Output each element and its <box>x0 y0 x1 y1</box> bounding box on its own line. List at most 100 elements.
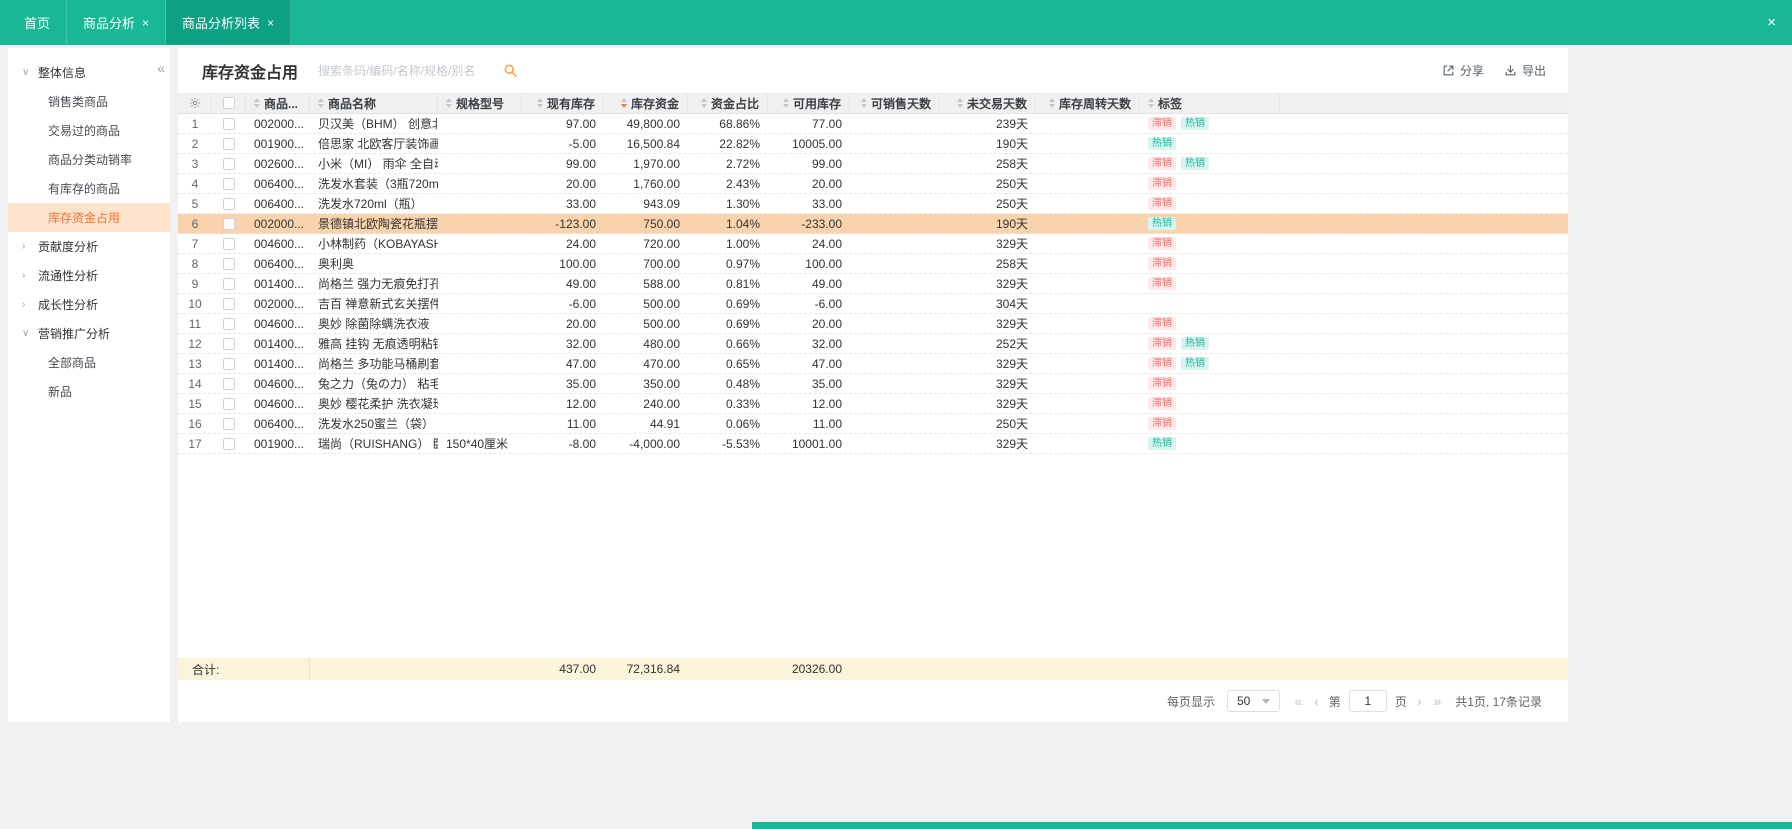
sidebar-group-0[interactable]: ∨ 整体信息 <box>8 58 170 87</box>
sort-asc-icon <box>956 98 963 102</box>
gear-icon[interactable] <box>178 93 212 113</box>
table-header-row: 商品... 商品名称 规格型号 现有库存 库存资金 资金占比 可用库存 可销售天数 未交易天数 库… <box>178 93 1568 114</box>
table-row[interactable]: 6 002000... 景德镇北欧陶瓷花瓶摆件 优 -123.00 750.00 1.04… <box>178 214 1568 234</box>
row-checkbox[interactable] <box>223 177 235 190</box>
export-button[interactable]: 导出 <box>1504 62 1546 79</box>
sort-asc-icon <box>536 98 543 102</box>
table-row[interactable]: 10 002000... 吉百 禅意新式玄关摆件客 -6.00 500.00 0.69% -… <box>178 294 1568 314</box>
sidebar-item-0-3[interactable]: 有库存的商品 <box>48 182 121 196</box>
column-header-label: 可销售天数 <box>870 96 931 111</box>
tab-2[interactable]: 商品分析列表 × <box>166 0 292 45</box>
row-checkbox[interactable] <box>223 397 235 410</box>
cell-stock: 100.00 <box>559 256 596 271</box>
column-header-sell[interactable]: 可销售天数 <box>850 93 940 113</box>
row-checkbox[interactable] <box>223 337 235 350</box>
table-row[interactable]: 5 006400... 洗发水720ml（瓶） 33.00 943.09 1.30% 33.… <box>178 194 1568 214</box>
cell-code: 006400... <box>254 256 305 271</box>
table-row[interactable]: 15 004600... 奥妙 樱花柔护 洗衣凝珠 10 12.00 240.00 0.3… <box>178 394 1568 414</box>
cell-tags: 滞销 <box>1140 274 1280 293</box>
sidebar-item-0-0[interactable]: 销售类商品 <box>48 95 109 109</box>
sidebar-group-2[interactable]: › 流通性分析 <box>8 261 170 290</box>
sidebar-item-0-2[interactable]: 商品分类动销率 <box>48 153 133 167</box>
row-checkbox[interactable] <box>223 137 235 150</box>
row-checkbox[interactable] <box>223 317 235 330</box>
table-row[interactable]: 2 001900... 倍思家 北欧客厅装饰画卧室 -5.00 16,500.84 22.… <box>178 134 1568 154</box>
row-checkbox[interactable] <box>223 437 235 450</box>
table-row[interactable]: 7 004600... 小林制药（KOBAYASHI） 日 24.00 720.00 1.… <box>178 234 1568 254</box>
row-checkbox[interactable] <box>223 117 235 130</box>
sidebar-item-4-0[interactable]: 全部商品 <box>48 356 97 370</box>
row-checkbox[interactable] <box>223 297 235 310</box>
cell-avail: 10005.00 <box>791 136 842 151</box>
row-checkbox[interactable] <box>223 197 235 210</box>
column-header-code[interactable]: 商品... <box>246 93 310 113</box>
cell-notrade: 329天 <box>995 237 1028 251</box>
row-checkbox[interactable] <box>223 417 235 430</box>
search-icon[interactable] <box>503 63 518 78</box>
sort-icons <box>620 98 627 108</box>
table-row[interactable]: 16 006400... 洗发水250蜜兰（袋） 11.00 44.91 0.06% 11.… <box>178 414 1568 434</box>
cell-capital: 500.00 <box>643 296 680 311</box>
cell-spec <box>438 154 522 173</box>
total-available: 20326.00 <box>791 662 842 676</box>
sidebar-group-4[interactable]: ∨ 营销推广分析 <box>8 319 170 348</box>
last-page-button[interactable]: » <box>1433 693 1442 709</box>
column-header-notrade[interactable]: 未交易天数 <box>940 93 1036 113</box>
cell-name: 吉百 禅意新式玄关摆件客 <box>318 297 438 311</box>
table-row[interactable]: 17 001900... 瑞尚（RUISHANG） 卧室装 150*40厘米 -8.00… <box>178 434 1568 454</box>
topbar-close-icon[interactable]: × <box>1767 14 1776 31</box>
share-button[interactable]: 分享 <box>1442 62 1484 79</box>
column-header-spec[interactable]: 规格型号 <box>438 93 522 113</box>
prev-page-button[interactable]: ‹ <box>1314 693 1319 709</box>
sidebar-group-1[interactable]: › 贡献度分析 <box>8 232 170 261</box>
row-checkbox[interactable] <box>223 377 235 390</box>
sidebar-collapse-icon[interactable]: « <box>157 60 165 76</box>
page-number-input[interactable] <box>1348 690 1387 712</box>
table-row[interactable]: 11 004600... 奥妙 除菌除螨洗衣液 20.00 500.00 0.69% 20.… <box>178 314 1568 334</box>
next-page-button[interactable]: › <box>1416 693 1422 709</box>
cell-turnover <box>1036 174 1140 193</box>
tab-label: 商品分析 <box>83 16 136 31</box>
sidebar-item-4-1[interactable]: 新品 <box>48 385 73 399</box>
cell-sell <box>850 394 940 413</box>
column-header-stock[interactable]: 现有库存 <box>522 93 604 113</box>
per-page-select[interactable]: 50 <box>1226 690 1281 712</box>
row-checkbox[interactable] <box>223 277 235 290</box>
cell-sell <box>850 214 940 233</box>
cell-capital: 44.91 <box>649 416 680 431</box>
cell-code: 004600... <box>254 376 305 391</box>
tab-0[interactable]: 首页 <box>8 0 68 45</box>
row-checkbox[interactable] <box>223 257 235 270</box>
table-row[interactable]: 14 004600... 兔之力（兔の力） 粘毛器粘 35.00 350.00 0.48%… <box>178 374 1568 394</box>
cell-name: 贝汉美（BHM） 创意北欧轻 <box>318 117 438 131</box>
sort-desc-icon <box>956 104 963 108</box>
table-row[interactable]: 8 006400... 奥利奥 100.00 700.00 0.97% 100.00 258天… <box>178 254 1568 274</box>
row-checkbox[interactable] <box>223 237 235 250</box>
table-row[interactable]: 13 001400... 尚格兰 多功能马桶刷套装 月 47.00 470.00 0.65… <box>178 354 1568 374</box>
column-header-capital[interactable]: 库存资金 <box>604 93 688 113</box>
select-all-checkbox[interactable] <box>222 97 235 109</box>
table-row[interactable]: 12 001400... 雅高 挂钩 无痕透明粘钩 强 32.00 480.00 0.66… <box>178 334 1568 354</box>
sidebar-item-0-1[interactable]: 交易过的商品 <box>48 124 121 138</box>
table-row[interactable]: 3 002600... 小米（MI） 雨伞 全自动折叠 99.00 1,970.00 2.… <box>178 154 1568 174</box>
column-header-name[interactable]: 商品名称 <box>310 93 438 113</box>
table-row[interactable]: 4 006400... 洗发水套装（3瓶720ml+1瓶 20.00 1,760.00 2… <box>178 174 1568 194</box>
row-checkbox[interactable] <box>223 357 235 370</box>
tab-close-icon[interactable]: × <box>142 15 150 30</box>
column-header-avail[interactable]: 可用库存 <box>768 93 850 113</box>
search-input[interactable] <box>318 63 494 78</box>
tag-hot: 热销 <box>1181 337 1209 350</box>
column-header-tags[interactable]: 标签 <box>1140 93 1280 113</box>
sidebar-group-3[interactable]: › 成长性分析 <box>8 290 170 319</box>
table-row[interactable]: 9 001400... 尚格兰 强力无痕免打孔浴室 49.00 588.00 0.81% 4… <box>178 274 1568 294</box>
row-check-cell <box>212 394 246 413</box>
sidebar-item-0-4[interactable]: 库存资金占用 <box>8 203 170 232</box>
row-checkbox[interactable] <box>223 217 235 230</box>
table-row[interactable]: 1 002000... 贝汉美（BHM） 创意北欧轻 97.00 49,800.00 68… <box>178 114 1568 134</box>
tab-close-icon[interactable]: × <box>267 15 275 30</box>
tab-1[interactable]: 商品分析 × <box>67 0 167 45</box>
column-header-turnover[interactable]: 库存周转天数 <box>1036 93 1140 113</box>
first-page-button[interactable]: « <box>1294 693 1303 709</box>
row-checkbox[interactable] <box>223 157 235 170</box>
column-header-ratio[interactable]: 资金占比 <box>688 93 768 113</box>
